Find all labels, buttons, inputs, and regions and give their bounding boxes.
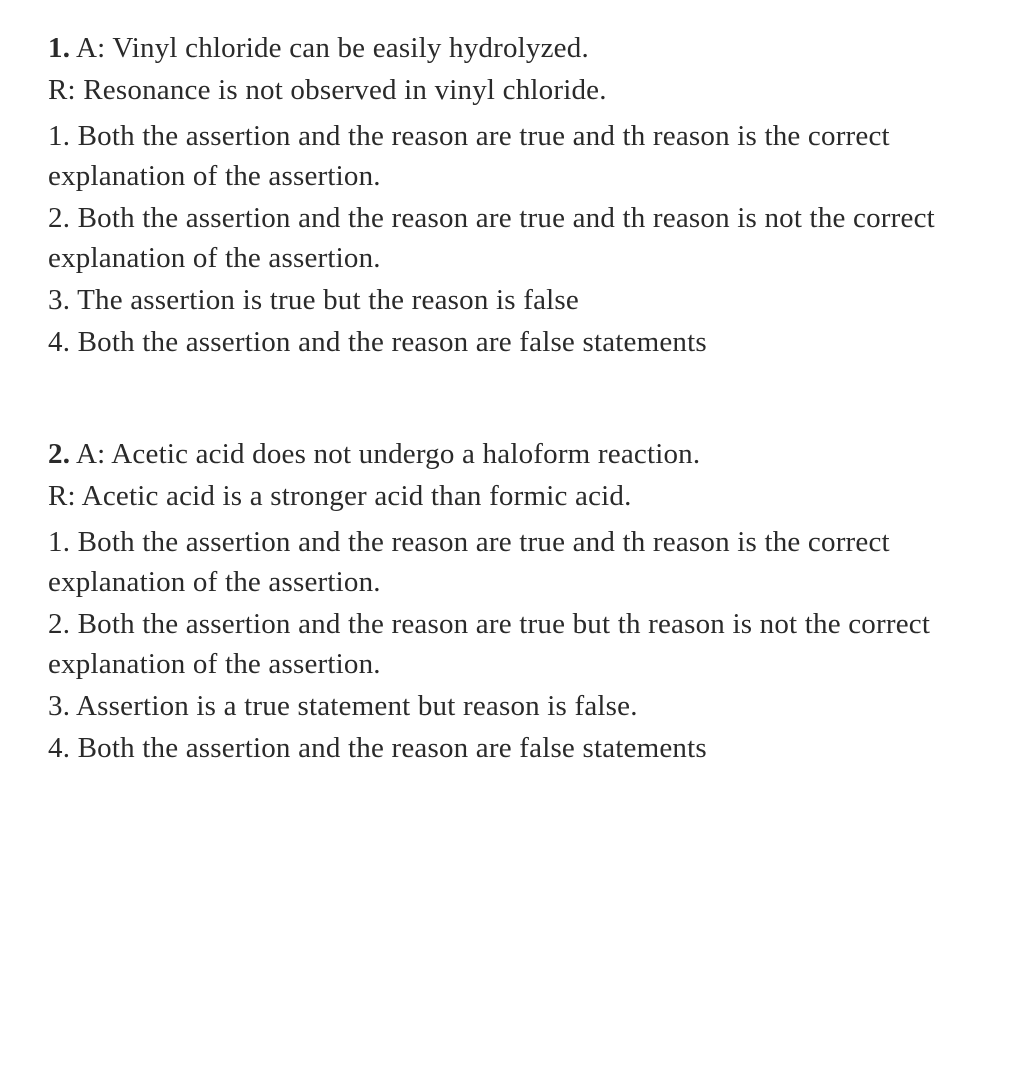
assertion-text: Vinyl chloride can be easily hydrolyzed. [112, 32, 589, 64]
option-line: 3. Assertion is a true statement but rea… [48, 686, 1024, 726]
option-number: 4. [48, 326, 70, 358]
reason-label: R: [48, 480, 76, 512]
option-number: 2. [48, 202, 70, 234]
option-text: The assertion is true but the reason is … [77, 284, 579, 316]
assertion-label: A: [76, 32, 105, 64]
option-text: Both the assertion and the reason are tr… [48, 608, 930, 680]
option-line: 4. Both the assertion and the reason are… [48, 728, 1024, 768]
option-text: Both the assertion and the reason are tr… [48, 202, 935, 274]
option-text: Assertion is a true statement but reason… [76, 690, 638, 722]
question-number: 1. [48, 32, 70, 64]
option-line: 3. The assertion is true but the reason … [48, 280, 1024, 320]
option-line: 2. Both the assertion and the reason are… [48, 198, 1024, 278]
option-number: 4. [48, 732, 70, 764]
option-number: 1. [48, 120, 70, 152]
question-block-1: 1. A: Vinyl chloride can be easily hydro… [48, 28, 1024, 362]
assertion-line: 1. A: Vinyl chloride can be easily hydro… [48, 28, 1024, 68]
reason-text: Resonance is not observed in vinyl chlor… [83, 74, 606, 106]
option-number: 3. [48, 690, 70, 722]
option-text: Both the assertion and the reason are fa… [78, 732, 707, 764]
assertion-label: A: [76, 438, 105, 470]
reason-line: R: Resonance is not observed in vinyl ch… [48, 70, 1024, 110]
option-number: 1. [48, 526, 70, 558]
option-line: 1. Both the assertion and the reason are… [48, 116, 1024, 196]
option-text: Both the assertion and the reason are tr… [48, 526, 890, 598]
question-block-2: 2. A: Acetic acid does not undergo a hal… [48, 434, 1024, 768]
option-line: 4. Both the assertion and the reason are… [48, 322, 1024, 362]
reason-line: R: Acetic acid is a stronger acid than f… [48, 476, 1024, 516]
option-line: 2. Both the assertion and the reason are… [48, 604, 1024, 684]
option-number: 2. [48, 608, 70, 640]
option-number: 3. [48, 284, 70, 316]
assertion-text: Acetic acid does not undergo a haloform … [111, 438, 700, 470]
option-text: Both the assertion and the reason are tr… [48, 120, 890, 192]
option-line: 1. Both the assertion and the reason are… [48, 522, 1024, 602]
reason-text: Acetic acid is a stronger acid than form… [82, 480, 632, 512]
reason-label: R: [48, 74, 76, 106]
assertion-line: 2. A: Acetic acid does not undergo a hal… [48, 434, 1024, 474]
question-number: 2. [48, 438, 70, 470]
option-text: Both the assertion and the reason are fa… [78, 326, 707, 358]
